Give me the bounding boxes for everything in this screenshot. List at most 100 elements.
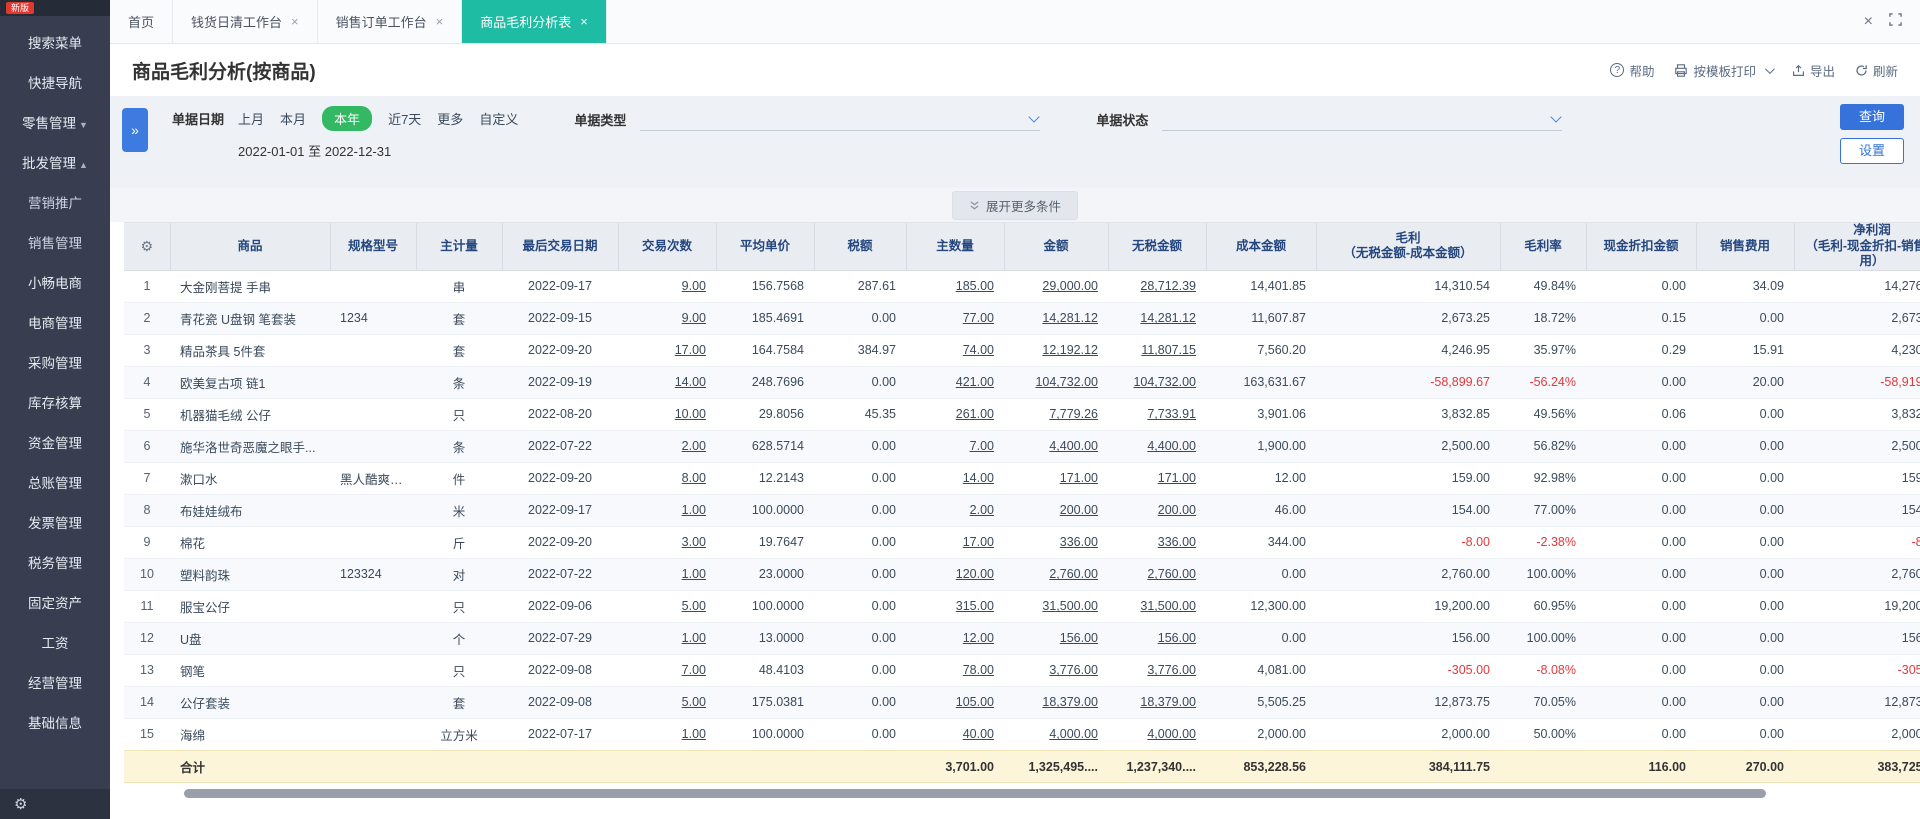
sidebar-item-总账管理[interactable]: 总账管理 [28, 476, 82, 491]
drilldown-link[interactable]: 7,733.91 [1147, 407, 1196, 422]
drilldown-link[interactable]: 2.00 [681, 439, 706, 454]
drilldown-link[interactable]: 1.00 [681, 567, 706, 582]
print-by-template-button[interactable]: 按模板打印 [1674, 61, 1775, 80]
drilldown-link[interactable]: 200.00 [1157, 503, 1196, 518]
sidebar-item-库存核算[interactable]: 库存核算 [28, 396, 82, 411]
sidebar-item-固定资产[interactable]: 固定资产 [28, 596, 82, 611]
drilldown-link[interactable]: 3,776.00 [1049, 663, 1098, 678]
close-tab-icon[interactable]: × [580, 14, 588, 29]
drilldown-link[interactable]: 9.00 [681, 279, 706, 294]
column-header-税额[interactable]: 税额 [814, 223, 907, 271]
drilldown-link[interactable]: 156.00 [1059, 631, 1098, 646]
drilldown-link[interactable]: 31,500.00 [1140, 599, 1196, 614]
help-button[interactable]: ? 帮助 [1610, 61, 1654, 80]
drilldown-link[interactable]: 74.00 [962, 343, 994, 358]
drilldown-link[interactable]: 104,732.00 [1133, 375, 1196, 390]
drilldown-link[interactable]: 421.00 [955, 375, 994, 390]
drilldown-link[interactable]: 156.00 [1157, 631, 1196, 646]
search-button[interactable]: 查询 [1840, 104, 1904, 130]
sidebar-item-税务管理[interactable]: 税务管理 [28, 556, 82, 571]
sidebar-item-营销推广[interactable]: 营销推广 [28, 196, 82, 211]
drilldown-link[interactable]: 40.00 [962, 727, 994, 742]
sidebar-item-销售管理[interactable]: 销售管理 [28, 236, 82, 251]
date-option-近7天[interactable]: 近7天 [388, 112, 422, 127]
refresh-button[interactable]: 刷新 [1855, 61, 1898, 80]
settings-gear-icon[interactable]: ⚙ [14, 796, 28, 813]
drilldown-link[interactable]: 4,400.00 [1147, 439, 1196, 454]
column-header-金额[interactable]: 金额 [1004, 223, 1109, 271]
drilldown-link[interactable]: 171.00 [1157, 471, 1196, 486]
sidebar-item-批发管理[interactable]: 批发管理 ▲ [22, 156, 88, 171]
column-header-现金折扣金额[interactable]: 现金折扣金额 [1586, 223, 1697, 271]
drilldown-link[interactable]: 2,760.00 [1147, 567, 1196, 582]
date-option-本年[interactable]: 本年 [322, 106, 373, 131]
drilldown-link[interactable]: 1.00 [681, 631, 706, 646]
column-header-平均单价[interactable]: 平均单价 [716, 223, 815, 271]
date-option-本月[interactable]: 本月 [280, 112, 307, 127]
drilldown-link[interactable]: 7,779.26 [1049, 407, 1098, 422]
drilldown-link[interactable]: 1.00 [681, 503, 706, 518]
drilldown-link[interactable]: 4,000.00 [1147, 727, 1196, 742]
drilldown-link[interactable]: 31,500.00 [1042, 599, 1098, 614]
drilldown-link[interactable]: 261.00 [955, 407, 994, 422]
drilldown-link[interactable]: 5.00 [681, 599, 706, 614]
drilldown-link[interactable]: 12,192.12 [1042, 343, 1098, 358]
drilldown-link[interactable]: 7.00 [969, 439, 994, 454]
sidebar-item-小畅电商[interactable]: 小畅电商 [28, 276, 82, 291]
close-all-icon[interactable]: × [1863, 12, 1873, 30]
drilldown-link[interactable]: 185.00 [955, 279, 994, 294]
column-header-交易次数[interactable]: 交易次数 [618, 223, 717, 271]
column-header-净利润[interactable]: 净利润 （毛利-现金折扣-销售费用） [1794, 223, 1920, 271]
drilldown-link[interactable]: 171.00 [1059, 471, 1098, 486]
collapse-filter-button[interactable]: » [122, 108, 148, 152]
column-header-成本金额[interactable]: 成本金额 [1206, 223, 1317, 271]
date-option-自定义[interactable]: 自定义 [479, 112, 519, 127]
drilldown-link[interactable]: 18,379.00 [1140, 695, 1196, 710]
sidebar-item-资金管理[interactable]: 资金管理 [28, 436, 82, 451]
sidebar-item-电商管理[interactable]: 电商管理 [28, 316, 82, 331]
drilldown-link[interactable]: 14.00 [674, 375, 706, 390]
column-header-毛利[interactable]: 毛利 （无税金额-成本金额） [1316, 223, 1501, 271]
doc-type-select[interactable] [640, 107, 1041, 131]
column-header-毛利率[interactable]: 毛利率 [1500, 223, 1587, 271]
export-button[interactable]: 导出 [1792, 61, 1835, 80]
drilldown-link[interactable]: 315.00 [955, 599, 994, 614]
date-option-更多[interactable]: 更多 [437, 112, 464, 127]
drilldown-link[interactable]: 5.00 [681, 695, 706, 710]
drilldown-link[interactable]: 14,281.12 [1140, 311, 1196, 326]
column-header-主计量[interactable]: 主计量 [416, 223, 503, 271]
drilldown-link[interactable]: 14,281.12 [1042, 311, 1098, 326]
drilldown-link[interactable]: 77.00 [962, 311, 994, 326]
tab-首页[interactable]: 首页 [110, 0, 174, 43]
tab-商品毛利分析表[interactable]: 商品毛利分析表 × [462, 0, 607, 43]
drilldown-link[interactable]: 2.00 [969, 503, 994, 518]
drilldown-link[interactable]: 200.00 [1059, 503, 1098, 518]
tab-销售订单工作台[interactable]: 销售订单工作台 × [317, 0, 463, 43]
drilldown-link[interactable]: 1.00 [681, 727, 706, 742]
expand-more-button[interactable]: 展开更多条件 [951, 190, 1078, 220]
doc-status-select[interactable] [1162, 107, 1563, 131]
drilldown-link[interactable]: 3.00 [681, 535, 706, 550]
drilldown-link[interactable]: 4,000.00 [1049, 727, 1098, 742]
sidebar-item-快捷导航[interactable]: 快捷导航 [28, 76, 82, 91]
drilldown-link[interactable]: 11,807.15 [1141, 343, 1196, 358]
drilldown-link[interactable]: 14.00 [962, 471, 994, 486]
close-tab-icon[interactable]: × [435, 14, 444, 29]
drilldown-link[interactable]: 7.00 [681, 663, 706, 678]
drilldown-link[interactable]: 8.00 [681, 471, 706, 486]
sidebar-item-工资[interactable]: 工资 [41, 636, 69, 651]
drilldown-link[interactable]: 120.00 [955, 567, 994, 582]
drilldown-link[interactable]: 17.00 [962, 535, 994, 550]
tab-钱货日清工作台[interactable]: 钱货日清工作台 × [173, 0, 318, 43]
sidebar-item-零售管理[interactable]: 零售管理 ▼ [22, 116, 88, 131]
date-option-上月[interactable]: 上月 [238, 112, 265, 127]
sidebar-item-基础信息[interactable]: 基础信息 [28, 716, 82, 731]
column-header-商品[interactable]: 商品 [170, 223, 331, 271]
drilldown-link[interactable]: 9.00 [681, 311, 706, 326]
column-header-主数量[interactable]: 主数量 [906, 223, 1005, 271]
drilldown-link[interactable]: 17.00 [674, 343, 706, 358]
drilldown-link[interactable]: 28,712.39 [1140, 279, 1196, 294]
column-header-最后交易日期[interactable]: 最后交易日期 [502, 223, 619, 271]
column-settings-gear-icon[interactable]: ⚙ [124, 223, 171, 271]
drilldown-link[interactable]: 10.00 [674, 407, 706, 422]
